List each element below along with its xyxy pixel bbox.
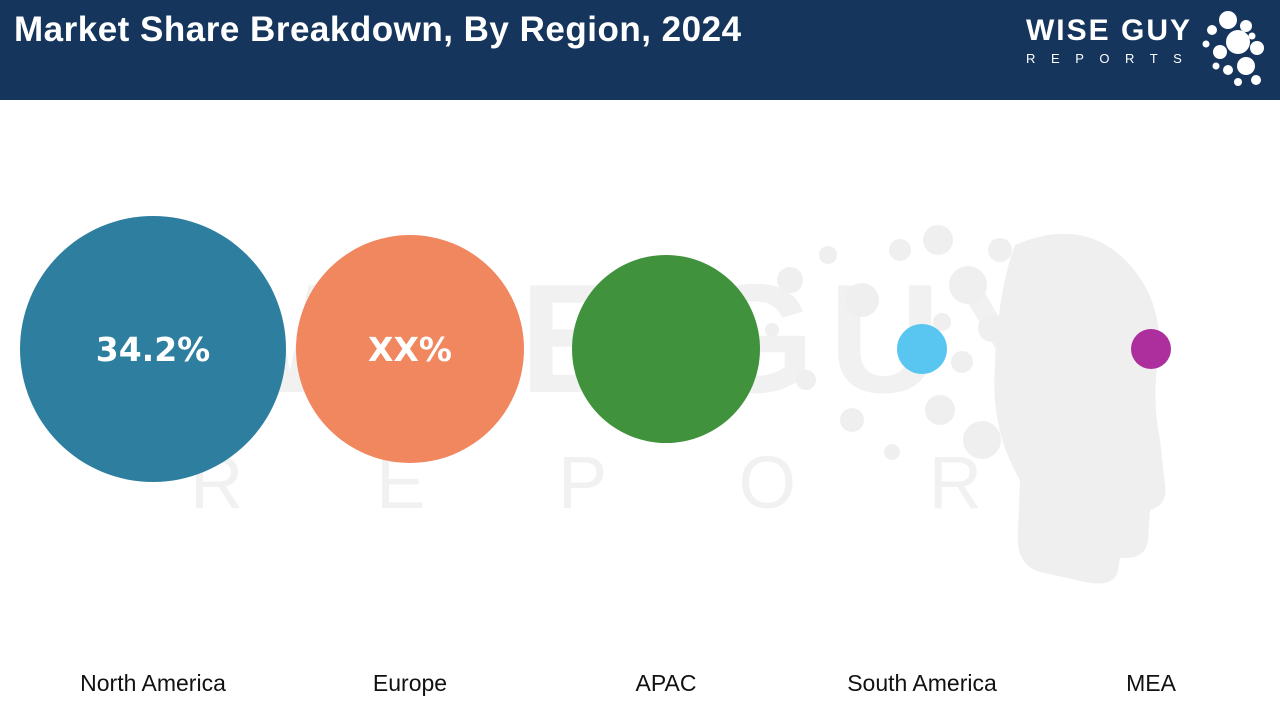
page-title: Market Share Breakdown, By Region, 2024	[14, 10, 742, 49]
brand-tagline: R E P O R T S	[1025, 51, 1188, 66]
region-label-apac: APAC	[635, 670, 697, 696]
wiseguy-head-icon	[1194, 8, 1266, 97]
bubble-south-america	[897, 324, 947, 374]
region-label-north-america: North America	[80, 670, 226, 696]
brand-logo: WISE GUY R E P O R T S	[1026, 8, 1266, 97]
region-label-europe: Europe	[372, 670, 448, 696]
bubble-europe: XX%	[296, 235, 524, 463]
bubble-value-label-north-america: 34.2%	[95, 329, 211, 369]
region-label-mea: MEA	[1126, 670, 1176, 696]
brand-name: WISE GUY	[1025, 14, 1192, 47]
watermark-reports-text: R E P O R T S	[190, 441, 1280, 524]
bubble-value-label-europe: XX%	[368, 329, 452, 369]
header-bar: Market Share Breakdown, By Region, 2024 …	[0, 0, 1280, 100]
region-label-south-america: South America	[847, 670, 997, 696]
brand-text: WISE GUY R E P O R T S	[1026, 14, 1192, 66]
bubble-chart: WISE GUY R E P O R T S	[0, 100, 1280, 720]
bubble-apac	[572, 255, 760, 443]
bubble-north-america: 34.2%	[20, 216, 286, 482]
bubble-mea	[1131, 329, 1171, 369]
